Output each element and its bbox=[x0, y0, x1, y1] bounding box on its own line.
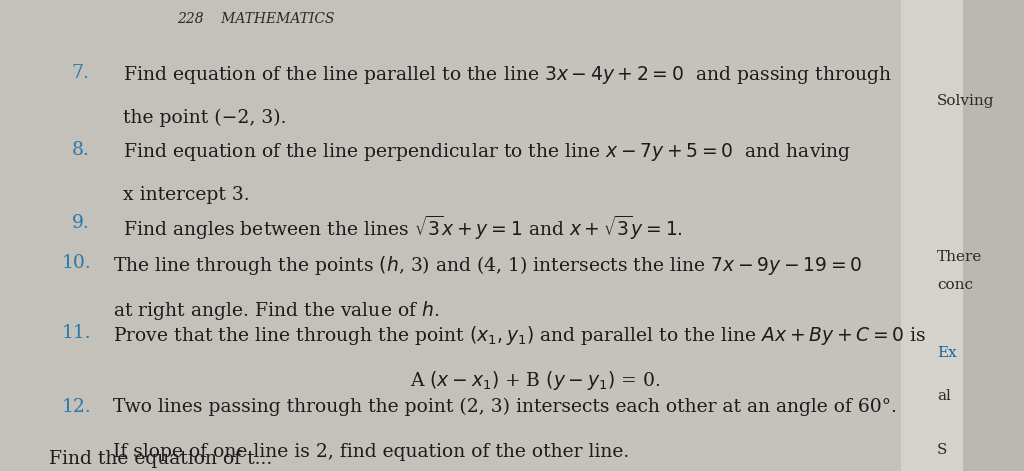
Bar bbox=[225, 0, 270, 471]
Text: 11.: 11. bbox=[61, 324, 91, 342]
Text: S: S bbox=[937, 443, 947, 457]
Bar bbox=[541, 0, 586, 471]
Text: conc: conc bbox=[937, 278, 973, 292]
Text: 7.: 7. bbox=[72, 64, 89, 81]
Bar bbox=[135, 0, 180, 471]
Bar bbox=[856, 0, 901, 471]
Text: 9.: 9. bbox=[72, 214, 89, 232]
Text: 8.: 8. bbox=[72, 141, 89, 159]
Bar bbox=[315, 0, 360, 471]
Text: There: There bbox=[937, 250, 982, 264]
Text: If slope of one line is 2, find equation of the other line.: If slope of one line is 2, find equation… bbox=[113, 443, 629, 461]
Text: the point (−2, 3).: the point (−2, 3). bbox=[123, 108, 287, 127]
Bar bbox=[721, 0, 766, 471]
Text: Ex: Ex bbox=[937, 346, 956, 360]
Text: al: al bbox=[937, 389, 951, 403]
Bar bbox=[631, 0, 676, 471]
Text: Find angles between the lines $\sqrt{3}x+y=1$ and $x+\sqrt{3}y=1.$: Find angles between the lines $\sqrt{3}x… bbox=[123, 214, 683, 243]
Bar bbox=[406, 0, 451, 471]
Text: Prove that the line through the point $(x_1, y_1)$ and parallel to the line $Ax+: Prove that the line through the point $(… bbox=[113, 324, 926, 347]
Text: Find the equation of t...: Find the equation of t... bbox=[31, 450, 272, 468]
Text: 12.: 12. bbox=[61, 398, 91, 416]
Bar bbox=[586, 0, 631, 471]
Bar bbox=[45, 0, 90, 471]
Text: Find equation of the line parallel to the line $3x-4y+2=0$  and passing through: Find equation of the line parallel to th… bbox=[123, 64, 892, 86]
Text: Two lines passing through the point (2, 3) intersects each other at an angle of : Two lines passing through the point (2, … bbox=[113, 398, 897, 416]
Text: The line through the points $(h$, 3) and (4, 1) intersects the line $7x-9y-19=0$: The line through the points $(h$, 3) and… bbox=[113, 254, 862, 277]
Bar bbox=[0, 0, 45, 471]
Bar bbox=[0, 0, 901, 471]
Bar bbox=[270, 0, 315, 471]
Bar bbox=[811, 0, 856, 471]
Bar bbox=[901, 0, 963, 471]
Bar bbox=[451, 0, 496, 471]
Text: x intercept 3.: x intercept 3. bbox=[123, 186, 250, 204]
Text: 228    MATHEMATICS: 228 MATHEMATICS bbox=[177, 12, 335, 26]
Bar bbox=[963, 0, 1024, 471]
Bar bbox=[360, 0, 406, 471]
Text: at right angle. Find the value of $h$.: at right angle. Find the value of $h$. bbox=[113, 299, 439, 322]
Text: A $(x-x_1)$ + B $(y-y_1)$ = 0.: A $(x-x_1)$ + B $(y-y_1)$ = 0. bbox=[410, 369, 659, 392]
Text: Solving: Solving bbox=[937, 94, 994, 108]
Bar bbox=[676, 0, 721, 471]
Bar bbox=[180, 0, 225, 471]
Bar bbox=[766, 0, 811, 471]
Bar bbox=[496, 0, 541, 471]
Text: 10.: 10. bbox=[61, 254, 91, 272]
Text: Find equation of the line perpendicular to the line $x-7y+5=0$  and having: Find equation of the line perpendicular … bbox=[123, 141, 851, 163]
Bar bbox=[90, 0, 135, 471]
